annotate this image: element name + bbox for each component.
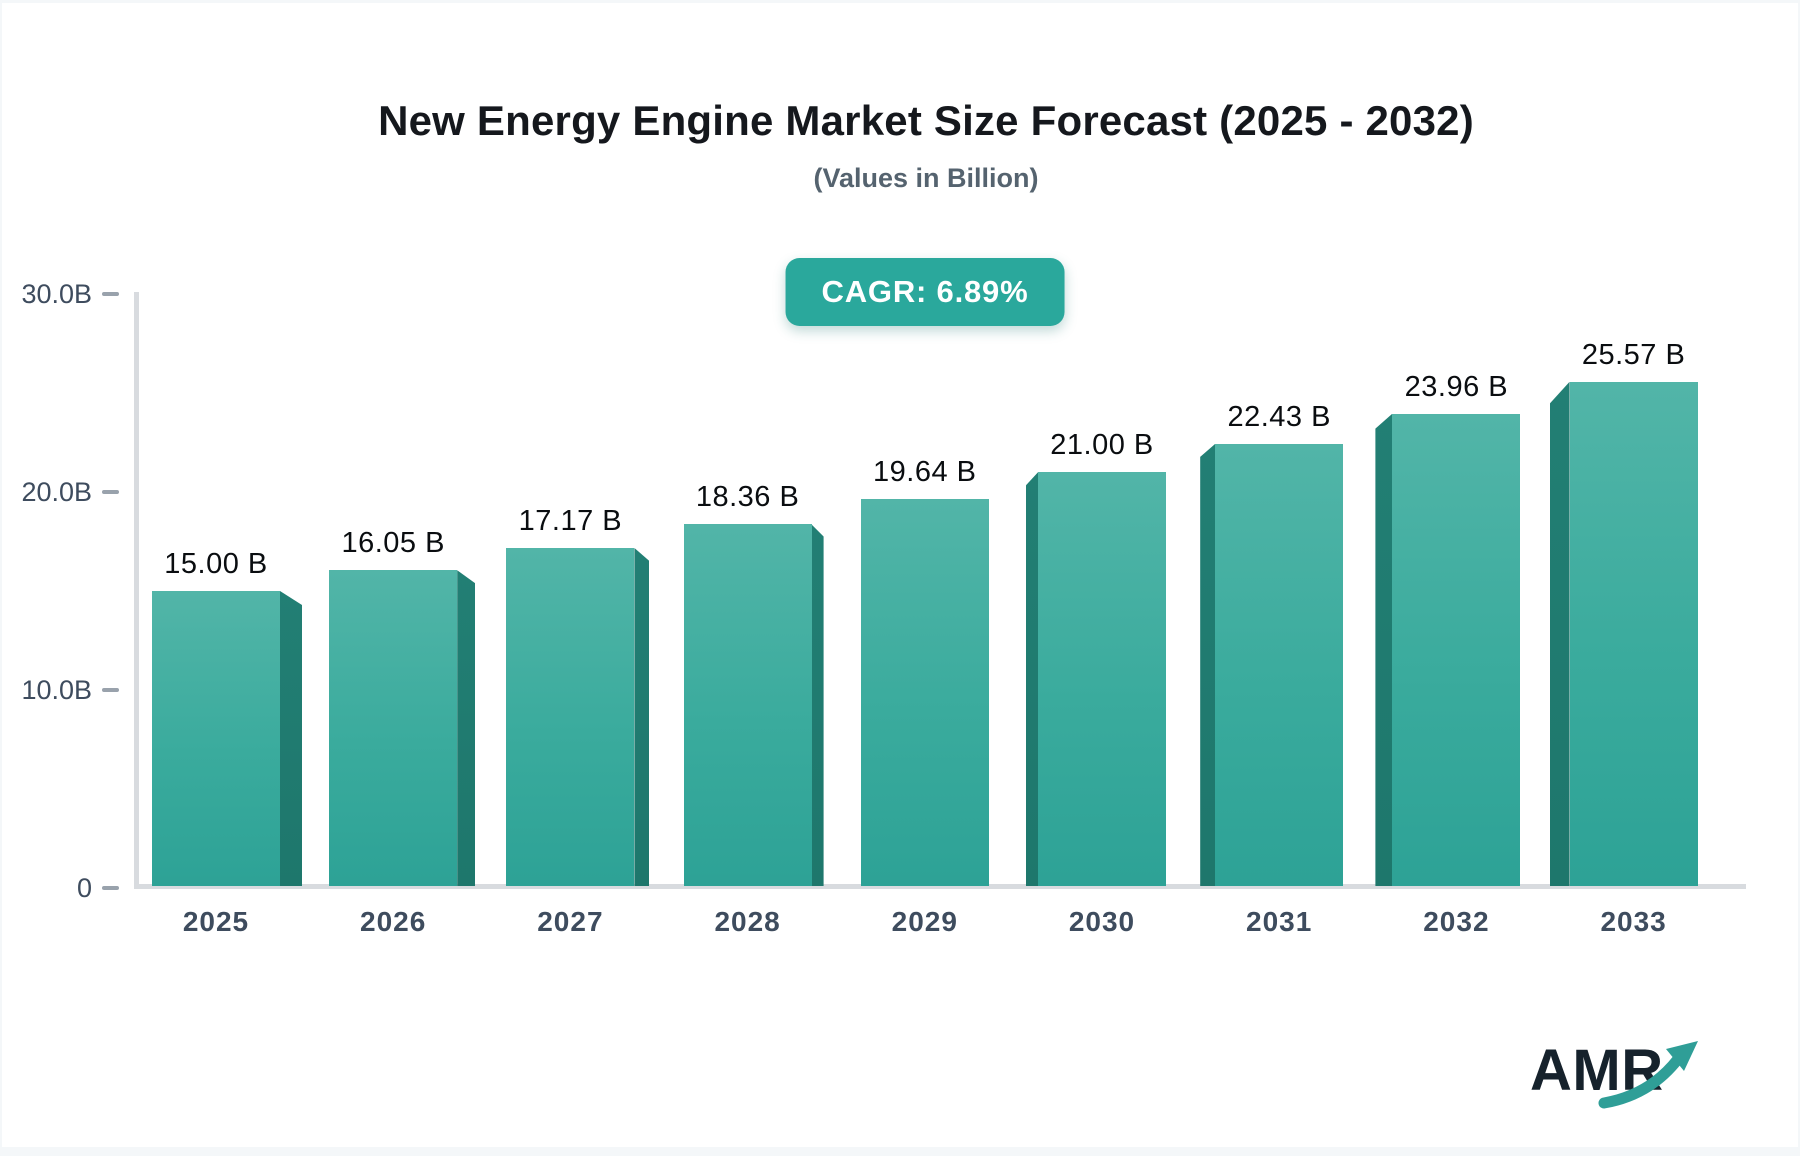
chart-title: New Energy Engine Market Size Forecast (… <box>378 97 1474 144</box>
y-tick-label: 0 <box>76 873 92 903</box>
bar-side-face-2033 <box>1549 381 1570 886</box>
bar-value-label-2030: 21.00 B <box>1050 429 1154 462</box>
bar-2033 <box>1569 381 1698 886</box>
bar-2032 <box>1392 413 1521 886</box>
x-axis-label-2033: 2033 <box>1600 906 1667 937</box>
bar-2029 <box>860 499 989 886</box>
bar-value-label-2026: 16.05 B <box>341 527 445 560</box>
y-tick-label: 20.0B <box>21 477 92 507</box>
bar-value-label-2029: 19.64 B <box>873 456 977 489</box>
chart-subtitle: (Values in Billion) <box>813 163 1039 193</box>
y-tick-mark <box>102 292 119 296</box>
x-axis-label-2030: 2030 <box>1068 906 1136 937</box>
x-axis-label-2025: 2025 <box>182 906 250 937</box>
bar-2030 <box>1038 472 1166 886</box>
y-tick-label: 30.0B <box>21 279 92 309</box>
cagr-badge: CAGR: 6.89% <box>785 258 1065 326</box>
bar-side-face-2025 <box>280 591 302 886</box>
bar-2026 <box>329 570 458 886</box>
bar-side-face-2032 <box>1375 413 1393 886</box>
bar-side-face-2030 <box>1026 472 1038 886</box>
amr-logo: AMR <box>1530 1037 1710 1117</box>
bar-value-label-2031: 22.43 B <box>1227 400 1331 433</box>
bar-value-label-2027: 17.17 B <box>518 505 623 538</box>
x-axis-label-2029: 2029 <box>891 906 958 937</box>
y-axis-line <box>134 292 139 889</box>
growth-arrow-icon <box>1598 1041 1698 1109</box>
bar-2027 <box>506 548 635 886</box>
bar-side-face-2026 <box>457 570 476 886</box>
bar-value-label-2033: 25.57 B <box>1581 338 1686 371</box>
bar-side-face-2027 <box>634 548 650 886</box>
bar-value-label-2025: 15.00 B <box>164 548 268 580</box>
y-tick-mark <box>102 688 119 692</box>
chart-card: New Energy Engine Market Size Forecast (… <box>2 3 1798 1147</box>
bar-side-face-2031 <box>1200 443 1216 886</box>
x-axis-line <box>134 884 1746 889</box>
x-axis-label-2032: 2032 <box>1423 906 1490 937</box>
y-tick-mark <box>102 886 119 890</box>
x-axis-label-2028: 2028 <box>714 906 781 937</box>
bar-2028 <box>683 524 812 886</box>
bar-side-face-2028 <box>811 524 824 886</box>
bar-2025 <box>152 591 280 886</box>
bar-value-label-2028: 18.36 B <box>695 481 800 514</box>
x-axis-label-2026: 2026 <box>360 906 427 937</box>
y-tick-label: 10.0B <box>21 675 92 705</box>
bar-chart-plot-area: 30.0B 20.0B 10.0B 0 15.00 B 2025 16.05 B 2026 17… <box>2 3 1800 1156</box>
x-axis-label-2031: 2031 <box>1246 906 1313 937</box>
bar-value-label-2032: 23.96 B <box>1404 370 1509 403</box>
x-axis-label-2027: 2027 <box>537 906 604 937</box>
y-tick-mark <box>102 490 119 494</box>
chart-header: New Energy Engine Market Size Forecast (… <box>54 97 1798 194</box>
bar-2031 <box>1215 443 1344 886</box>
